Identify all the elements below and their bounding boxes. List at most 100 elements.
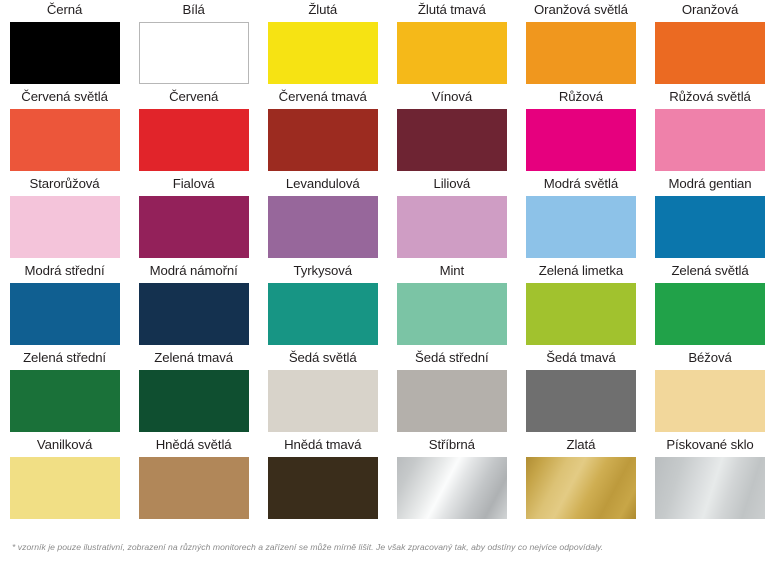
- swatch-label: Vínová: [431, 89, 473, 104]
- swatch-label: Růžová světlá: [669, 89, 751, 104]
- swatch-cell-liliova[interactable]: Liliová: [387, 176, 516, 263]
- swatch-cell-ruzova[interactable]: Růžová: [516, 89, 645, 176]
- swatch-label: Oranžová světlá: [534, 2, 628, 17]
- swatch-cell-seda-svetla[interactable]: Šedá světlá: [258, 350, 387, 437]
- swatch-cell-oranzova-svetla[interactable]: Oranžová světlá: [516, 2, 645, 89]
- swatch-chip-cervena-svetla[interactable]: [10, 109, 120, 171]
- swatch-chip-zelena-tmava[interactable]: [139, 370, 250, 432]
- swatch-chip-liliova[interactable]: [397, 196, 508, 258]
- swatch-label: Zelená střední: [23, 350, 106, 365]
- swatch-chip-bezova[interactable]: [655, 370, 766, 432]
- swatch-label: Modrá světlá: [543, 176, 619, 191]
- swatch-label: Liliová: [433, 176, 471, 191]
- swatch-chip-zluta[interactable]: [268, 22, 379, 84]
- swatch-label: Šedá světlá: [288, 350, 357, 365]
- swatch-chip-vanilkova[interactable]: [10, 457, 120, 519]
- swatch-label: Růžová: [558, 89, 603, 104]
- swatch-cell-piskovane-sklo[interactable]: Pískované sklo: [645, 437, 774, 524]
- swatch-cell-seda-tmava[interactable]: Šedá tmavá: [516, 350, 645, 437]
- swatch-chip-zluta-tmava[interactable]: [397, 22, 508, 84]
- swatch-label: Tyrkysová: [293, 263, 353, 278]
- swatch-label: Zlatá: [566, 437, 596, 452]
- swatch-chip-seda-svetla[interactable]: [268, 370, 379, 432]
- swatch-label: Modrá střední: [24, 263, 105, 278]
- swatch-chip-ruzova[interactable]: [526, 109, 637, 171]
- swatch-cell-modra-svetla[interactable]: Modrá světlá: [516, 176, 645, 263]
- swatch-cell-zelena-svetla[interactable]: Zelená světlá: [645, 263, 774, 350]
- swatch-chip-oranzova[interactable]: [655, 22, 766, 84]
- swatch-cell-bezova[interactable]: Béžová: [645, 350, 774, 437]
- swatch-chip-zelena-svetla[interactable]: [655, 283, 766, 345]
- swatch-cell-ruzova-svetla[interactable]: Růžová světlá: [645, 89, 774, 176]
- swatch-chip-seda-tmava[interactable]: [526, 370, 637, 432]
- swatch-label: Červená světlá: [21, 89, 108, 104]
- swatch-cell-oranzova[interactable]: Oranžová: [645, 2, 774, 89]
- swatch-cell-hneda-tmava[interactable]: Hnědá tmavá: [258, 437, 387, 524]
- swatch-chip-seda-stredni[interactable]: [397, 370, 508, 432]
- swatch-label: Bílá: [182, 2, 205, 17]
- swatch-cell-vinova[interactable]: Vínová: [387, 89, 516, 176]
- swatch-label: Žlutá: [308, 2, 338, 17]
- swatch-cell-cervena[interactable]: Červená: [129, 89, 258, 176]
- swatch-cell-mint[interactable]: Mint: [387, 263, 516, 350]
- swatch-chip-modra-stredni[interactable]: [10, 283, 120, 345]
- swatch-cell-zluta-tmava[interactable]: Žlutá tmavá: [387, 2, 516, 89]
- swatch-label: Černá: [46, 2, 83, 17]
- swatch-cell-modra-namorni[interactable]: Modrá námořní: [129, 263, 258, 350]
- swatch-cell-cervena-svetla[interactable]: Červená světlá: [0, 89, 129, 176]
- swatch-chip-stribrna[interactable]: [397, 457, 508, 519]
- swatch-chip-zlata[interactable]: [526, 457, 637, 519]
- swatch-cell-stribrna[interactable]: Stříbrná: [387, 437, 516, 524]
- swatch-chip-modra-svetla[interactable]: [526, 196, 637, 258]
- swatch-cell-fialova[interactable]: Fialová: [129, 176, 258, 263]
- swatch-chip-mint[interactable]: [397, 283, 508, 345]
- swatch-cell-zelena-stredni[interactable]: Zelená střední: [0, 350, 129, 437]
- swatch-cell-tyrkysova[interactable]: Tyrkysová: [258, 263, 387, 350]
- swatch-cell-cerna[interactable]: Černá: [0, 2, 129, 89]
- swatch-chip-cerna[interactable]: [10, 22, 120, 84]
- swatch-label: Červená: [169, 89, 219, 104]
- swatch-label: Mint: [439, 263, 465, 278]
- swatch-label: Starorůžová: [29, 176, 100, 191]
- swatch-grid: Černá Bílá Žlutá Žlutá tmavá Oranžová světlá…: [0, 2, 774, 524]
- swatch-label: Hnědá tmavá: [284, 437, 362, 452]
- swatch-label: Béžová: [688, 350, 732, 365]
- swatch-cell-cervena-tmava[interactable]: Červená tmavá: [258, 89, 387, 176]
- swatch-cell-bila[interactable]: Bílá: [129, 2, 258, 89]
- swatch-chip-modra-namorni[interactable]: [139, 283, 250, 345]
- swatch-cell-zelena-tmava[interactable]: Zelená tmavá: [129, 350, 258, 437]
- swatch-cell-zluta[interactable]: Žlutá: [258, 2, 387, 89]
- swatch-chip-oranzova-svetla[interactable]: [526, 22, 637, 84]
- swatch-cell-zlata[interactable]: Zlatá: [516, 437, 645, 524]
- swatch-chip-zelena-limetka[interactable]: [526, 283, 637, 345]
- swatch-chip-hneda-tmava[interactable]: [268, 457, 379, 519]
- swatch-cell-modra-stredni[interactable]: Modrá střední: [0, 263, 129, 350]
- swatch-chip-cervena-tmava[interactable]: [268, 109, 379, 171]
- swatch-chip-zelena-stredni[interactable]: [10, 370, 120, 432]
- swatch-label: Zelená tmavá: [154, 350, 233, 365]
- swatch-cell-staroruzova[interactable]: Starorůžová: [0, 176, 129, 263]
- swatch-label: Žlutá tmavá: [417, 2, 486, 17]
- swatch-cell-hneda-svetla[interactable]: Hnědá světlá: [129, 437, 258, 524]
- swatch-label: Oranžová: [681, 2, 739, 17]
- swatch-chip-cervena[interactable]: [139, 109, 250, 171]
- swatch-cell-zelena-limetka[interactable]: Zelená limetka: [516, 263, 645, 350]
- swatch-chip-bila[interactable]: [139, 22, 250, 84]
- swatch-cell-modra-gentian[interactable]: Modrá gentian: [645, 176, 774, 263]
- swatch-cell-seda-stredni[interactable]: Šedá střední: [387, 350, 516, 437]
- swatch-chip-vinova[interactable]: [397, 109, 508, 171]
- swatch-chip-fialova[interactable]: [139, 196, 250, 258]
- swatch-chip-ruzova-svetla[interactable]: [655, 109, 766, 171]
- swatch-label: Levandulová: [285, 176, 360, 191]
- swatch-chip-levandulova[interactable]: [268, 196, 379, 258]
- swatch-chip-staroruzova[interactable]: [10, 196, 120, 258]
- swatch-cell-vanilkova[interactable]: Vanilková: [0, 437, 129, 524]
- swatch-label: Zelená světlá: [671, 263, 749, 278]
- swatch-chip-hneda-svetla[interactable]: [139, 457, 250, 519]
- swatch-chip-piskovane-sklo[interactable]: [655, 457, 766, 519]
- swatch-chip-modra-gentian[interactable]: [655, 196, 766, 258]
- swatch-chip-tyrkysova[interactable]: [268, 283, 379, 345]
- swatch-cell-levandulova[interactable]: Levandulová: [258, 176, 387, 263]
- swatch-label: Fialová: [172, 176, 215, 191]
